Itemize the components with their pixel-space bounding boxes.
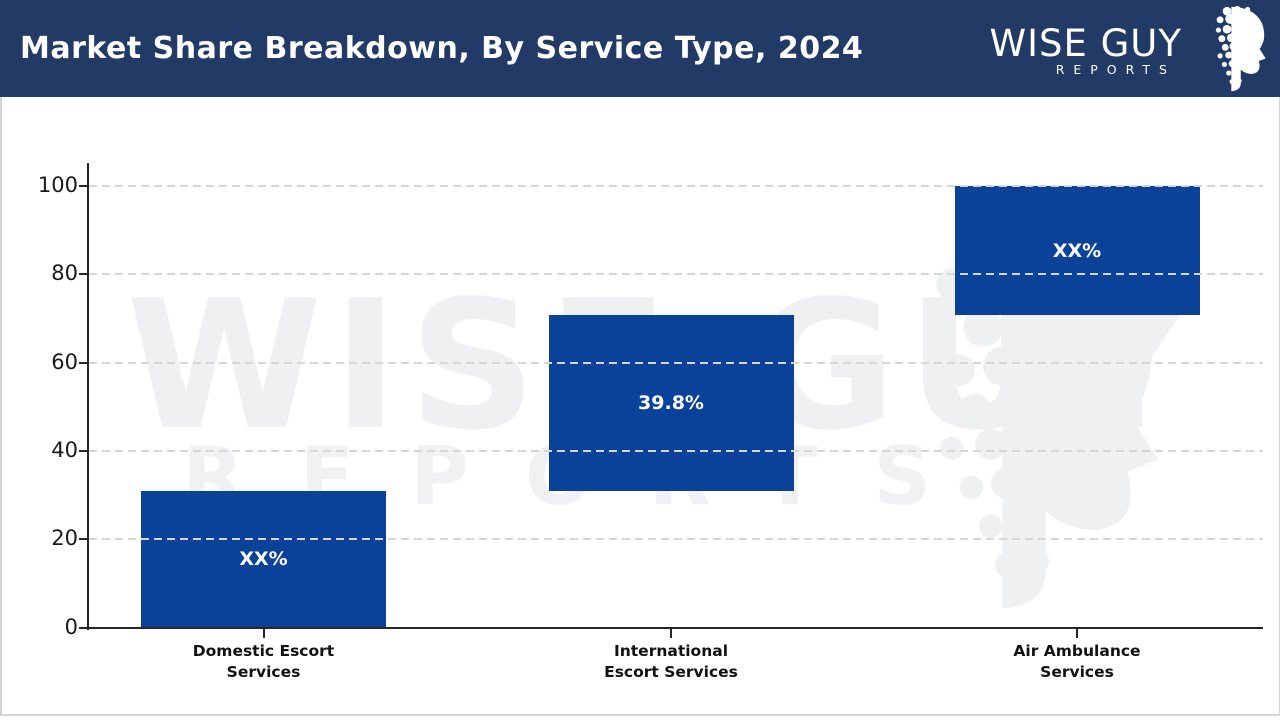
y-tick-mark	[79, 361, 87, 364]
y-tick-mark	[79, 538, 87, 541]
gridline	[89, 538, 1263, 541]
bar-value-label: 39.8%	[638, 391, 704, 414]
wise-guy-logo: WISE GUY REPORTS	[990, 0, 1272, 97]
bottom-border	[0, 714, 1280, 716]
bar-segment: XX%	[954, 186, 1200, 316]
logo-wordmark: WISE GUY	[989, 22, 1182, 65]
left-border	[0, 97, 2, 715]
page-title: Market Share Breakdown, By Service Type,…	[20, 31, 864, 66]
x-axis-category-label: Air Ambulance Services	[1013, 642, 1141, 681]
right-border	[1278, 97, 1280, 715]
y-axis-line	[87, 163, 89, 630]
y-axis-tick-label: 40	[51, 437, 78, 462]
x-tick-mark	[670, 629, 672, 638]
x-tick-mark	[262, 629, 265, 638]
header-bar: Market Share Breakdown, By Service Type,…	[0, 0, 1280, 97]
bar-value-label: XX%	[1052, 239, 1102, 262]
y-axis-tick-label: 80	[51, 261, 78, 286]
gridline	[89, 185, 1263, 188]
gridline	[89, 273, 1263, 276]
y-axis-tick-label: 20	[51, 526, 78, 551]
y-tick-mark	[79, 626, 87, 629]
bar-segment: 39.8%	[548, 315, 794, 491]
y-tick-mark	[79, 449, 87, 452]
x-axis-category-label: International Escort Services	[604, 642, 738, 681]
x-axis-category-label: Domestic Escort Services	[192, 642, 335, 681]
dotted-head-icon	[1215, 6, 1266, 92]
y-axis-tick-label: 0	[64, 614, 78, 639]
y-tick-mark	[79, 273, 87, 276]
y-axis-tick-label: 60	[51, 349, 78, 374]
gridline	[89, 449, 1263, 452]
y-tick-mark	[79, 185, 87, 188]
bar-segment: XX%	[141, 490, 386, 628]
x-axis-line	[87, 626, 1263, 629]
logo-subtitle: REPORTS	[1055, 62, 1176, 77]
gridline	[89, 361, 1263, 364]
bar-value-label: XX%	[239, 548, 288, 571]
y-axis-tick-label: 100	[37, 173, 78, 198]
x-tick-mark	[1076, 629, 1078, 638]
